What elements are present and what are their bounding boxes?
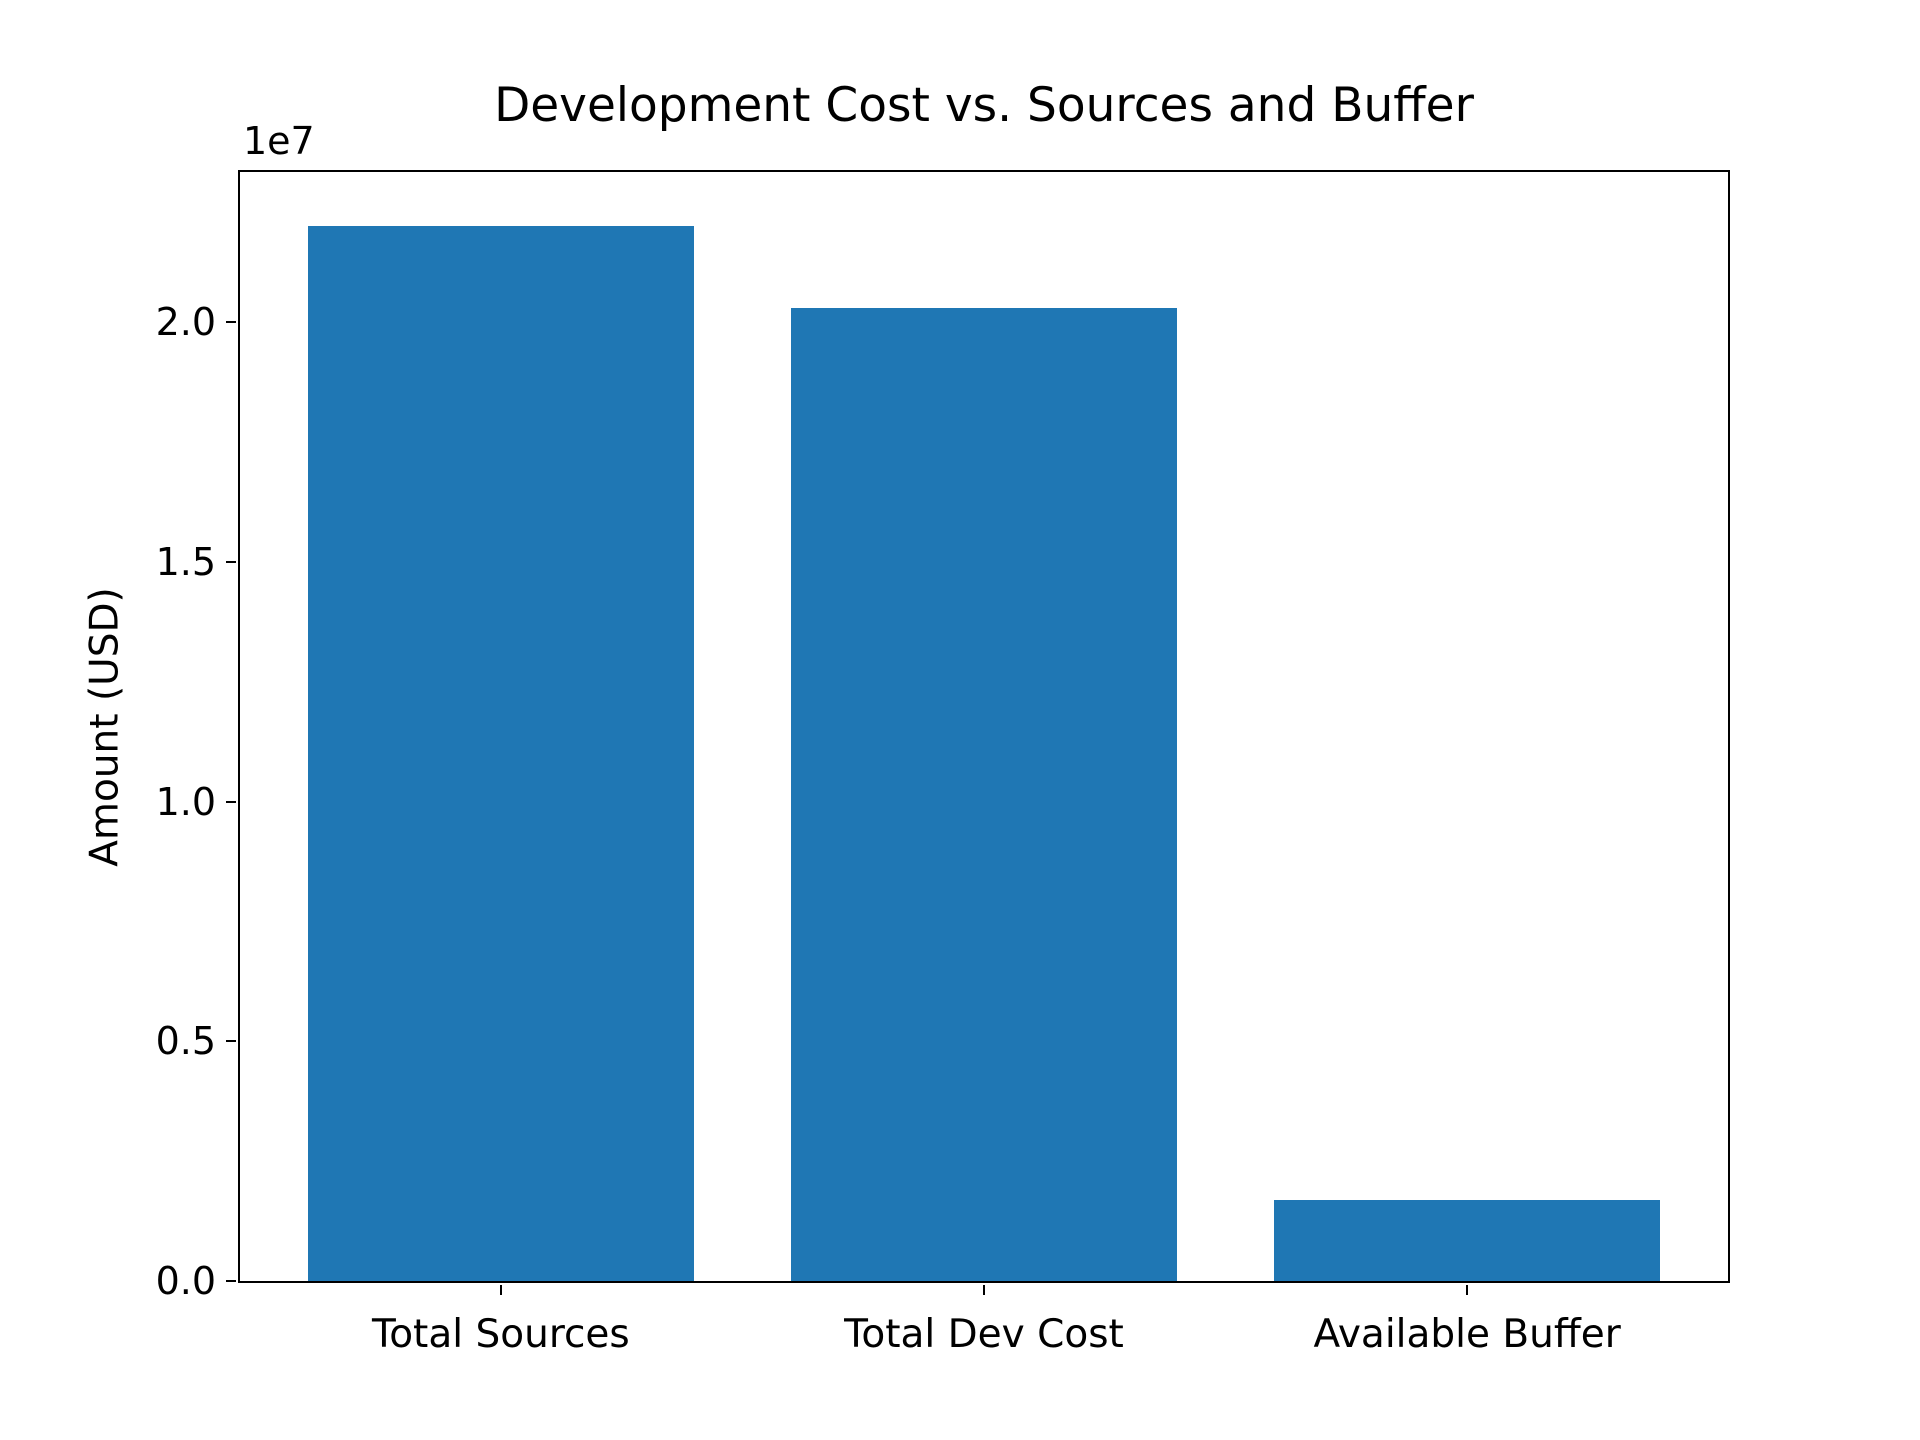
x-axis-tick <box>983 1285 985 1295</box>
y-axis-tick <box>226 1280 236 1282</box>
y-axis-label: Amount (USD) <box>82 587 128 867</box>
y-axis-tick <box>226 1040 236 1043</box>
y-tick-label: 1.5 <box>155 539 216 584</box>
y-tick-label: 0.5 <box>155 1019 216 1064</box>
bar-total-sources <box>307 226 695 1281</box>
x-tick-label: Total Dev Cost <box>844 1312 1124 1357</box>
x-axis-tick <box>1466 1285 1469 1295</box>
bar-total-dev-cost <box>790 307 1178 1281</box>
y-axis-tick <box>226 560 236 563</box>
y-tick-label: 2.0 <box>155 300 216 345</box>
x-tick-label: Total Sources <box>372 1312 630 1357</box>
x-axis-tick <box>499 1285 502 1295</box>
y-axis-tick <box>226 800 236 803</box>
x-tick-label: Available Buffer <box>1313 1312 1621 1357</box>
y-axis-offset-label: 1e7 <box>243 119 315 163</box>
chart-title: Development Cost vs. Sources and Buffer <box>494 78 1474 133</box>
bar-available-buffer <box>1273 1199 1661 1281</box>
plot-area <box>226 170 1730 1295</box>
y-axis-tick <box>226 321 236 324</box>
y-tick-label: 0.0 <box>155 1259 216 1303</box>
y-tick-label: 1.0 <box>155 779 216 824</box>
